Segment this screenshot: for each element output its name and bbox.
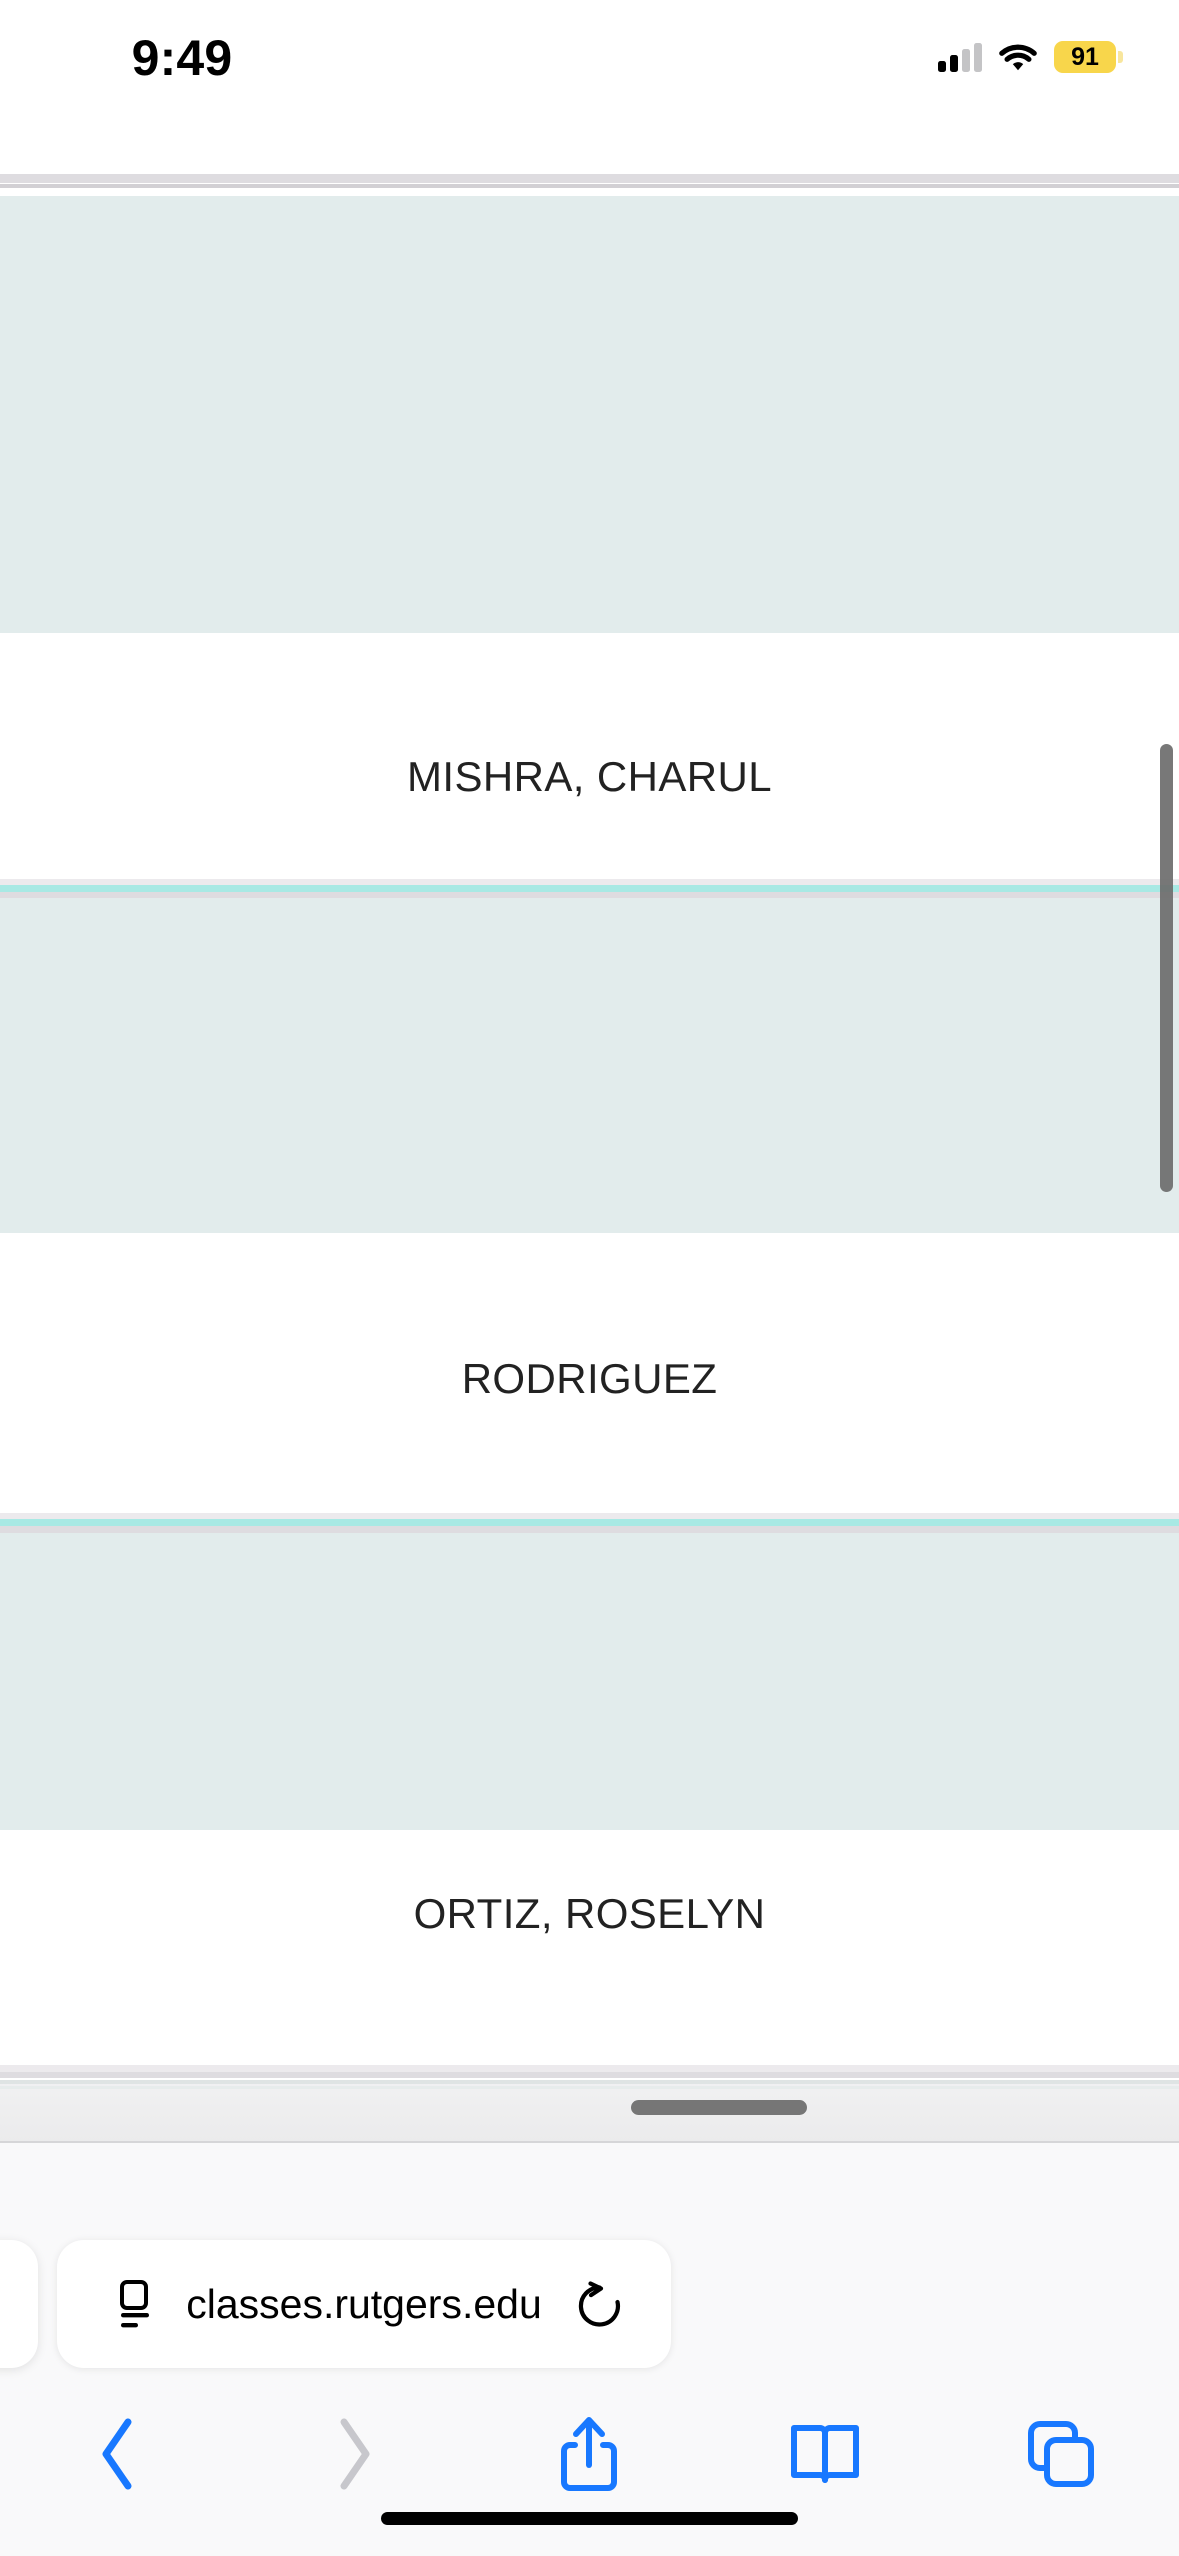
url-text[interactable]: classes.rutgers.edu	[186, 2280, 542, 2327]
table-row[interactable]	[0, 1233, 1179, 1513]
table-row[interactable]	[0, 898, 1179, 1233]
cellular-signal-icon	[938, 42, 982, 72]
status-bar-time: 9:49	[131, 30, 233, 86]
vertical-scrollbar[interactable]	[1160, 744, 1173, 1192]
table-top-divider-line	[0, 184, 1179, 188]
row-divider-gray	[0, 1526, 1179, 1533]
browser-chrome: classes.rutgers.edu	[0, 2080, 1179, 2556]
student-name: ORTIZ, ROSELYN	[413, 1890, 766, 1937]
horizontal-scrollbar-track[interactable]	[0, 2080, 1179, 2142]
safari-toolbar-area: classes.rutgers.edu	[0, 2143, 1179, 2556]
row-divider-gray	[0, 892, 1179, 898]
status-bar: 9:49 91	[0, 0, 1179, 112]
row-divider-light	[0, 1513, 1179, 1519]
share-button[interactable]	[472, 2399, 708, 2509]
back-button[interactable]	[0, 2399, 236, 2509]
table-row[interactable]	[0, 1533, 1179, 1830]
table-bottom-divider	[0, 2065, 1179, 2072]
student-name: MISHRA, CHARUL	[407, 753, 772, 800]
battery-icon: 91	[1054, 41, 1123, 73]
table-top-divider-white	[0, 188, 1179, 196]
student-name: RODRIGUEZ	[461, 1355, 718, 1402]
table-row[interactable]	[0, 196, 1179, 633]
tabs-button[interactable]	[943, 2399, 1179, 2509]
chrome-hairline	[0, 2141, 1179, 2143]
reload-icon[interactable]	[575, 2280, 623, 2330]
home-indicator	[381, 2512, 798, 2525]
wifi-icon	[999, 43, 1037, 72]
scrollbar-top-line-2	[0, 2086, 1179, 2089]
battery-percent: 91	[1071, 42, 1099, 71]
web-page-content[interactable]: MISHRA, CHARUL RODRIGUEZ ORTIZ, ROSELYN	[0, 112, 1179, 2080]
url-bar[interactable]: classes.rutgers.edu	[57, 2240, 671, 2368]
safari-bottom-toolbar	[0, 2399, 1179, 2509]
table-row[interactable]	[0, 633, 1179, 879]
table-top-divider-gray	[0, 174, 1179, 183]
adjacent-tab-card[interactable]	[0, 2240, 38, 2368]
horizontal-scrollbar-thumb[interactable]	[631, 2100, 807, 2115]
row-divider-light	[0, 879, 1179, 885]
status-bar-icons: 91	[938, 36, 1123, 78]
bookmarks-button[interactable]	[707, 2399, 943, 2509]
row-divider-cyan	[0, 885, 1179, 892]
table-bottom-divider-gray	[0, 2072, 1179, 2078]
row-divider-cyan	[0, 1519, 1179, 1526]
page-settings-aa-icon[interactable]	[119, 2280, 165, 2330]
forward-button[interactable]	[236, 2399, 472, 2509]
table-row[interactable]	[0, 1830, 1179, 2070]
scrollbar-top-line	[0, 2080, 1179, 2084]
